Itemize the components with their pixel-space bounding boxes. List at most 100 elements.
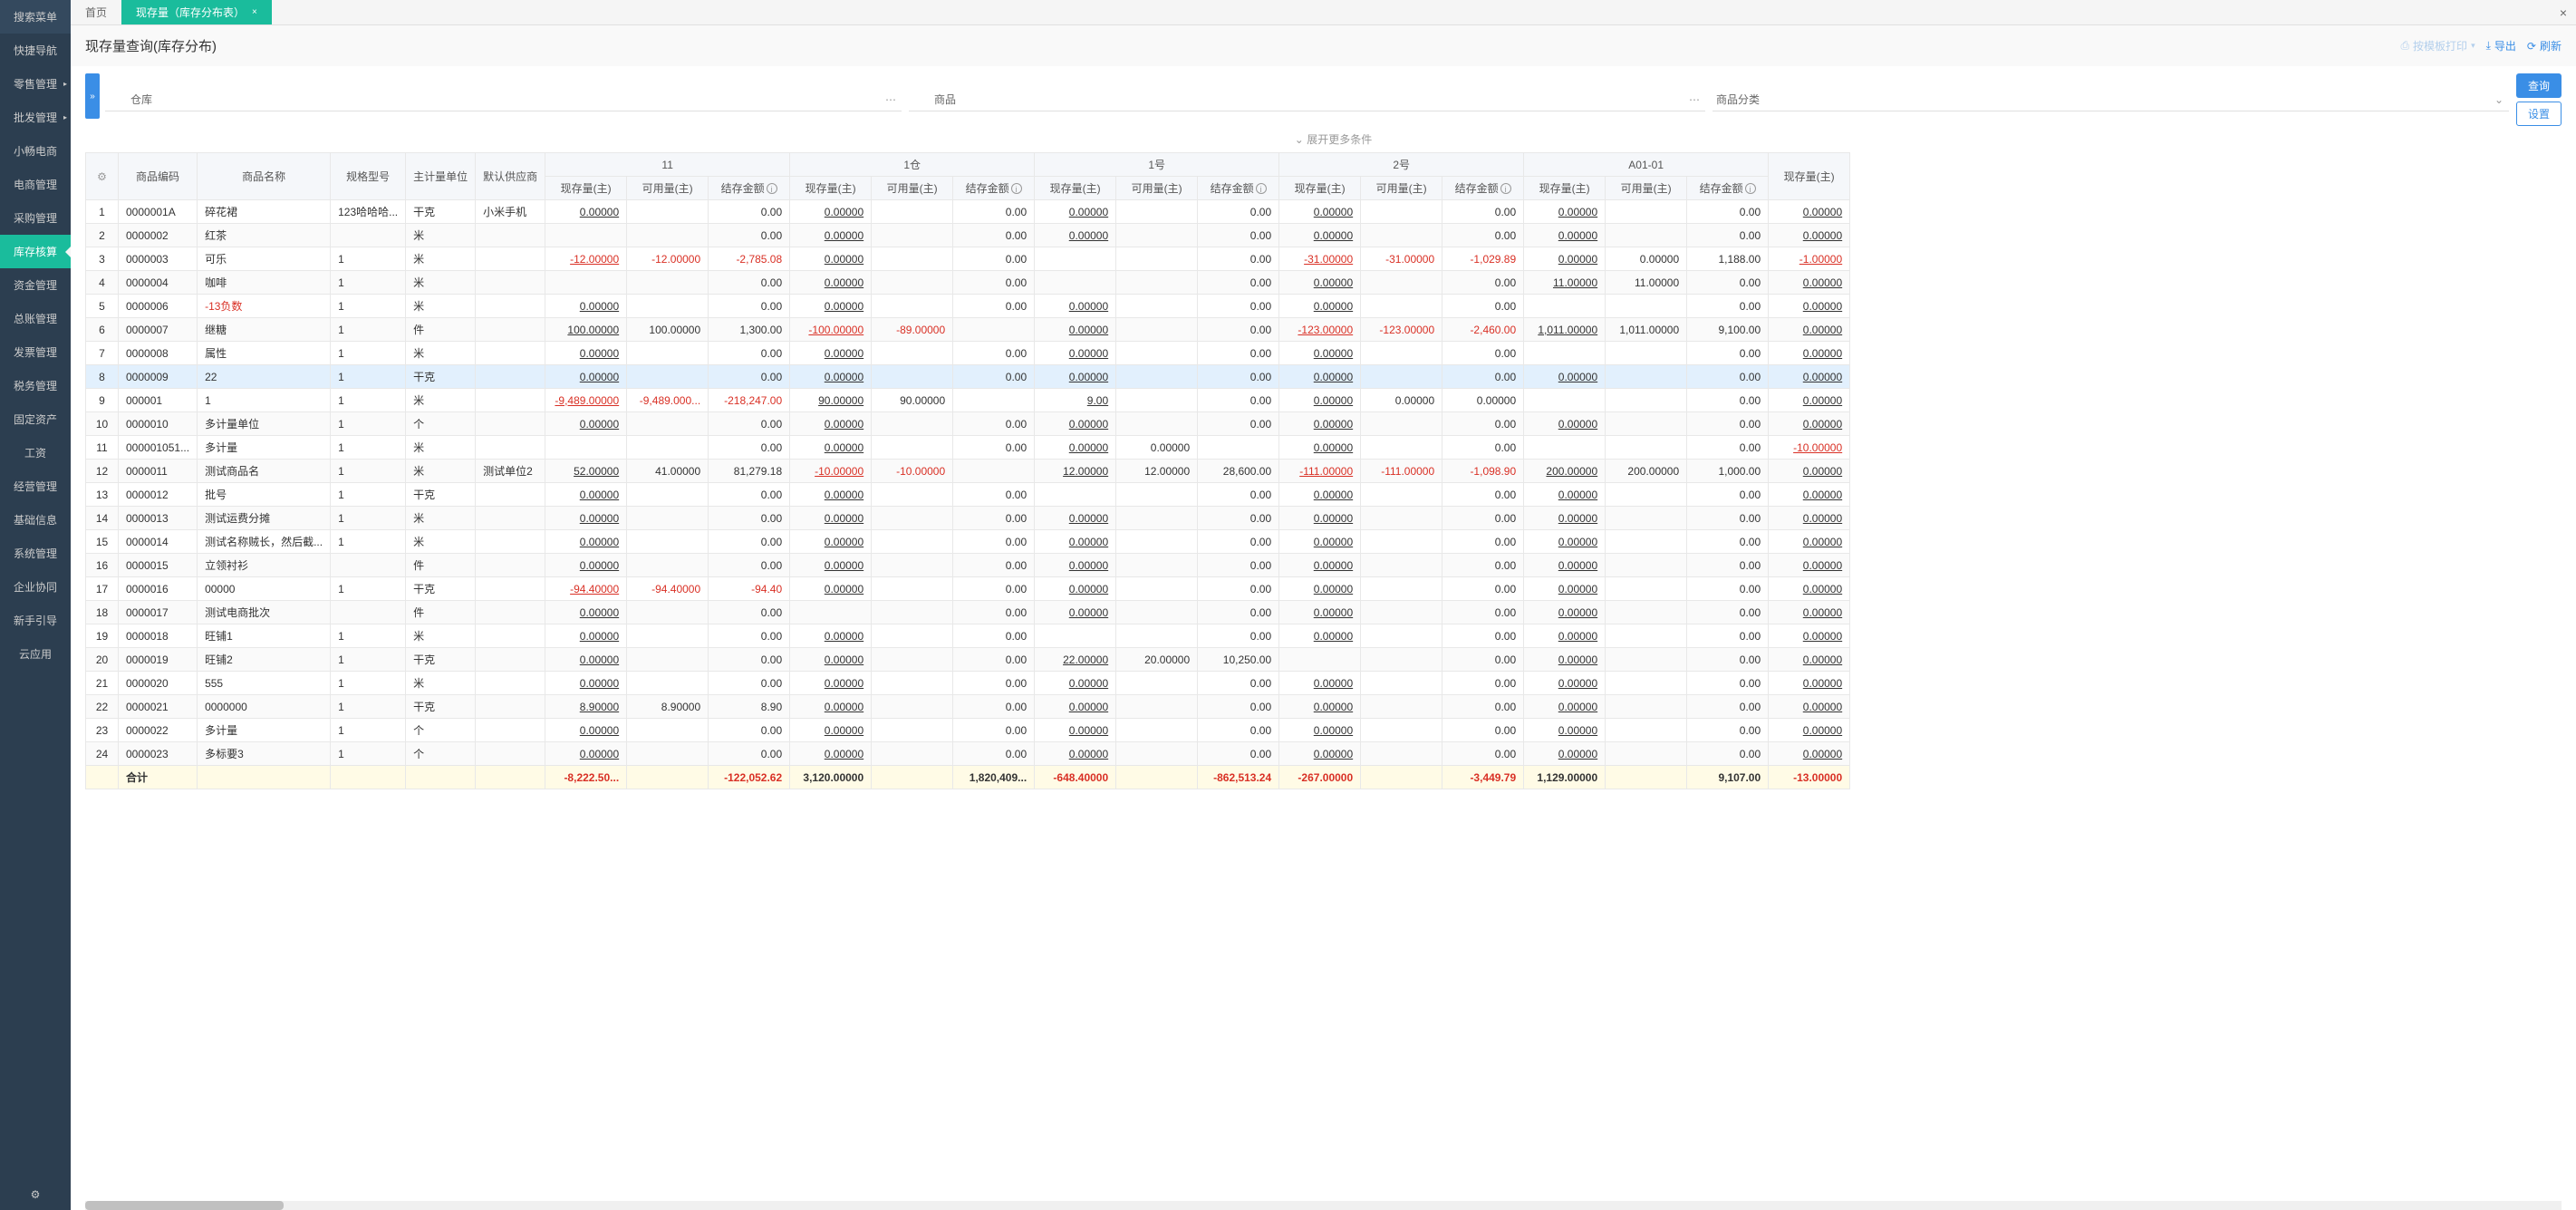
column-header[interactable]: 现存量(主)	[1524, 177, 1606, 200]
table-cell[interactable]: 0.00000	[1524, 695, 1606, 719]
table-cell[interactable]	[790, 601, 872, 624]
column-header[interactable]: 结存金额i	[1442, 177, 1524, 200]
table-cell[interactable]: -9,489.00000	[545, 389, 627, 412]
table-cell[interactable]: -31.00000	[1279, 247, 1361, 271]
table-cell[interactable]: 0.00000	[1035, 318, 1116, 342]
table-cell[interactable]: 0.00000	[1035, 672, 1116, 695]
table-cell[interactable]: 0.00000	[790, 719, 872, 742]
table-cell[interactable]: 11.00000	[1524, 271, 1606, 295]
filter-warehouse-input[interactable]	[159, 93, 880, 106]
table-cell[interactable]: -12.00000	[545, 247, 627, 271]
table-cell[interactable]: 0.00000	[790, 224, 872, 247]
table-row[interactable]: 200000019旺铺21干克0.000000.000.000000.0022.…	[86, 648, 1850, 672]
filter-collapse-toggle[interactable]: »	[85, 73, 100, 119]
table-cell[interactable]: 0.00000	[1769, 672, 1850, 695]
table-cell[interactable]: 0.00000	[790, 742, 872, 766]
table-cell[interactable]: 0.00000	[790, 672, 872, 695]
table-cell[interactable]: 0.00000	[1035, 530, 1116, 554]
sidebar-item-10[interactable]: 发票管理	[0, 335, 71, 369]
sidebar-item-11[interactable]: 税务管理	[0, 369, 71, 402]
table-cell[interactable]	[1035, 483, 1116, 507]
sidebar-item-7[interactable]: 库存核算	[0, 235, 71, 268]
table-row[interactable]: 10000001A碎花裙123哈哈哈...干克小米手机0.000000.000.…	[86, 200, 1850, 224]
column-header[interactable]: 结存金额i	[1687, 177, 1769, 200]
column-header[interactable]: 现存量(主)	[1035, 177, 1116, 200]
table-cell[interactable]: 0.00000	[1524, 365, 1606, 389]
table-cell[interactable]: 0.00000	[1524, 672, 1606, 695]
table-cell[interactable]: 0.00000	[790, 530, 872, 554]
table-cell[interactable]: 0.00000	[1035, 200, 1116, 224]
table-cell[interactable]: 0.00000	[790, 271, 872, 295]
table-cell[interactable]: 0.00000	[1524, 648, 1606, 672]
table-cell[interactable]: 0.00000	[1279, 295, 1361, 318]
table-cell[interactable]: 0.00000	[1279, 271, 1361, 295]
column-header[interactable]: 结存金额i	[1198, 177, 1279, 200]
table-cell[interactable]: 0.00000	[1524, 483, 1606, 507]
table-cell[interactable]: 0.00000	[545, 483, 627, 507]
table-cell[interactable]: 0.00000	[1769, 507, 1850, 530]
refresh-button[interactable]: ⟳ 刷新	[2527, 38, 2562, 53]
picker-icon[interactable]: ⋯	[1684, 93, 1705, 106]
table-cell[interactable]: 0.00000	[545, 624, 627, 648]
table-cell[interactable]	[545, 271, 627, 295]
table-cell[interactable]: 0.00000	[1035, 507, 1116, 530]
tab-1[interactable]: 现存量（库存分布表）×	[121, 0, 272, 24]
sidebar-item-3[interactable]: 批发管理▸	[0, 101, 71, 134]
table-cell[interactable]: 0.00000	[790, 483, 872, 507]
table-cell[interactable]: 0.00000	[545, 672, 627, 695]
table-cell[interactable]: 90.00000	[790, 389, 872, 412]
table-cell[interactable]: 9.00	[1035, 389, 1116, 412]
sidebar-item-15[interactable]: 基础信息	[0, 503, 71, 537]
table-cell[interactable]: 22.00000	[1035, 648, 1116, 672]
table-row[interactable]: 900000111米-9,489.00000-9,489.000...-218,…	[86, 389, 1850, 412]
table-row[interactable]: 11000001051...多计量1米0.000.000000.000.0000…	[86, 436, 1850, 460]
table-cell[interactable]: 1,011.00000	[1524, 318, 1606, 342]
table-cell[interactable]: 0.00000	[545, 719, 627, 742]
sidebar-item-9[interactable]: 总账管理	[0, 302, 71, 335]
tabs-close-all[interactable]: ×	[2551, 0, 2576, 24]
column-header[interactable]: 现存量(主)	[545, 177, 627, 200]
table-cell[interactable]: 0.00000	[790, 648, 872, 672]
table-cell[interactable]: 0.00000	[1769, 554, 1850, 577]
table-cell[interactable]: 0.00000	[1035, 695, 1116, 719]
table-cell[interactable]: 0.00000	[545, 342, 627, 365]
table-cell[interactable]: 0.00000	[1769, 412, 1850, 436]
column-header[interactable]: 商品编码	[119, 153, 198, 200]
table-row[interactable]: 22000002100000001干克8.900008.900008.900.0…	[86, 695, 1850, 719]
table-cell[interactable]: 0.00000	[1524, 554, 1606, 577]
sidebar-item-17[interactable]: 企业协同	[0, 570, 71, 604]
table-cell[interactable]: 0.00000	[1279, 554, 1361, 577]
horizontal-scrollbar[interactable]	[85, 1201, 2562, 1210]
table-cell[interactable]: 0.00000	[1035, 224, 1116, 247]
table-cell[interactable]: 52.00000	[545, 460, 627, 483]
table-cell[interactable]: 0.00000	[1279, 436, 1361, 460]
table-cell[interactable]: 0.00000	[545, 507, 627, 530]
table-cell[interactable]: 0.00000	[790, 200, 872, 224]
sidebar-item-4[interactable]: 小畅电商	[0, 134, 71, 168]
column-header[interactable]: 默认供应商	[476, 153, 545, 200]
table-row[interactable]: 50000006-13负数1米0.000000.000.000000.000.0…	[86, 295, 1850, 318]
table-cell[interactable]: 0.00000	[1279, 342, 1361, 365]
table-row[interactable]: 20000002红茶米0.000.000000.000.000000.000.0…	[86, 224, 1850, 247]
table-row[interactable]: 160000015立领衬衫件0.000000.000.000000.000.00…	[86, 554, 1850, 577]
table-cell[interactable]: 0.00000	[1769, 365, 1850, 389]
sidebar-item-8[interactable]: 资金管理	[0, 268, 71, 302]
table-row[interactable]: 120000011测试商品名1米测试单位252.0000041.0000081,…	[86, 460, 1850, 483]
table-cell[interactable]: 0.00000	[1769, 624, 1850, 648]
column-header[interactable]: 现存量(主)	[1279, 177, 1361, 200]
table-cell[interactable]: 0.00000	[1279, 483, 1361, 507]
table-cell[interactable]: 0.00000	[790, 412, 872, 436]
table-cell[interactable]: 0.00000	[790, 247, 872, 271]
template-print-button[interactable]: ⎙ 按模板打印 ▾	[2400, 38, 2475, 53]
table-cell[interactable]: 12.00000	[1035, 460, 1116, 483]
table-cell[interactable]: 0.00000	[1524, 742, 1606, 766]
sidebar-item-19[interactable]: 云应用	[0, 637, 71, 671]
table-cell[interactable]	[1524, 389, 1606, 412]
chevron-down-icon[interactable]: ⌄	[2489, 93, 2509, 106]
table-cell[interactable]: 0.00000	[1279, 530, 1361, 554]
table-cell[interactable]	[1524, 342, 1606, 365]
table-cell[interactable]: 0.00000	[790, 577, 872, 601]
table-cell[interactable]: 0.00000	[1035, 742, 1116, 766]
table-cell[interactable]: 0.00000	[790, 436, 872, 460]
filter-product-input[interactable]	[963, 93, 1684, 106]
